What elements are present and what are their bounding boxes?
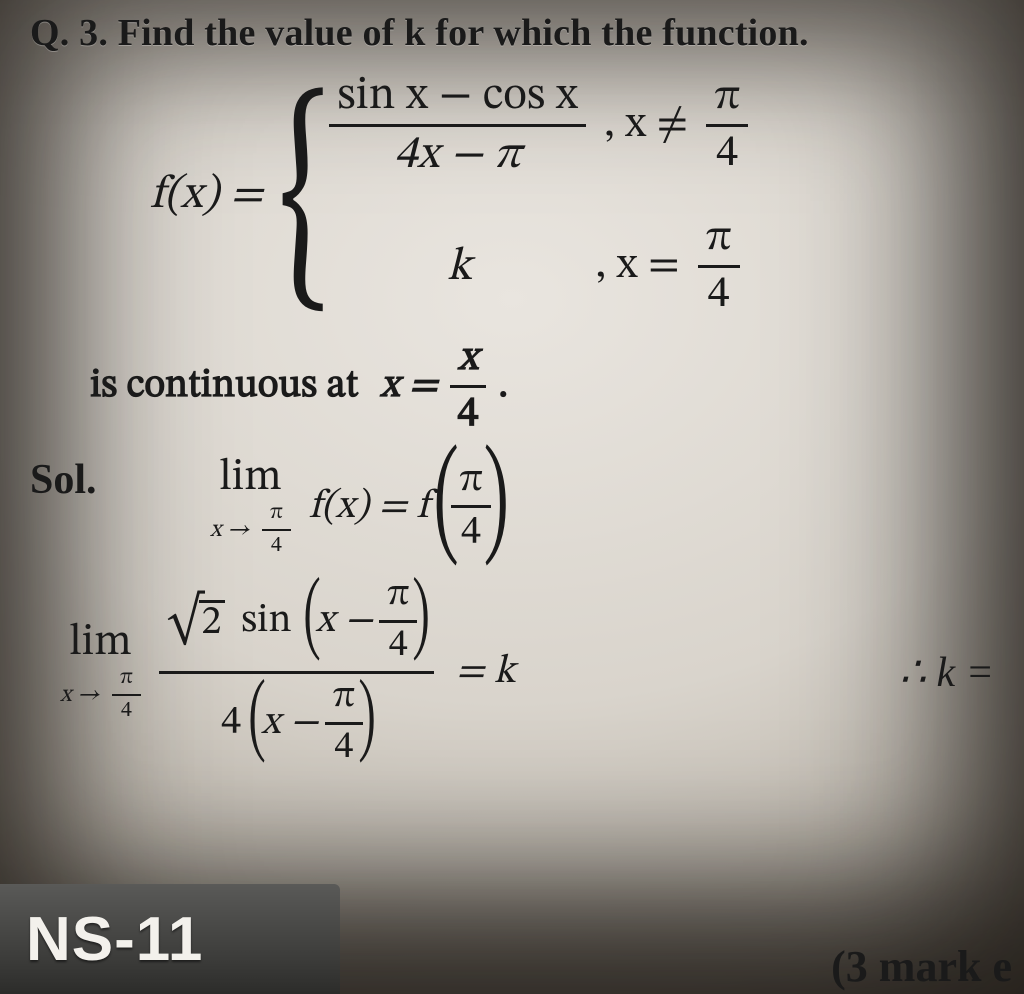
footer-strip: NS-11 [0, 884, 340, 994]
footer-label: NS-11 [26, 904, 203, 975]
question-prompt: Find the value of k for which the functi… [118, 12, 809, 54]
lparen-icon: ( [248, 689, 266, 757]
lim1-paren: ( π 4 ) [441, 458, 501, 556]
lim2-numerator: √ 2 sin ( x − π 4 ) [159, 576, 434, 667]
piece1-cond-den: 4 [708, 131, 746, 177]
piece1-numerator: sin x − cos x [329, 72, 586, 120]
piece2-cond-den: 4 [700, 272, 738, 318]
continuous-line: is continuous at x = x 4 . [30, 336, 994, 435]
rparen-icon: ) [358, 689, 376, 757]
fraction-bar [450, 385, 487, 388]
lim2-big-fraction: √ 2 sin ( x − π 4 ) [159, 576, 434, 769]
lim2-num-paren: ( x − π 4 ) [308, 576, 426, 667]
rparen-icon: ) [413, 587, 431, 655]
lim2-sub-den: 4 [113, 700, 140, 723]
lim2-sub-num: π [112, 667, 141, 690]
piece1-denominator: 4x − π [386, 131, 529, 179]
sqrt-radicand: 2 [199, 600, 225, 643]
piece-2: k , x = π 4 [329, 215, 748, 318]
solution-block: Sol. lim x → π 4 f(x) = f ( [30, 456, 994, 558]
lim2-num-arg-den: 4 [381, 627, 416, 667]
piece2-cond-num: π [698, 215, 740, 261]
piece2-cond-prefix: , x = [595, 239, 679, 294]
lim1-sub-prefix: x → [210, 518, 250, 542]
sqrt-2: √ 2 [167, 598, 225, 644]
lparen-icon: ( [303, 587, 321, 655]
fraction-bar [262, 529, 291, 531]
lim2-denominator: 4 ( x − π 4 ) [213, 678, 379, 769]
fraction-bar [112, 694, 141, 696]
lim1-sub: x → π 4 [210, 502, 291, 558]
content: Q. 3. Find the value of k for which the … [30, 10, 994, 768]
lim2-num-trig: sin [241, 600, 291, 642]
lim1-sub-den: 4 [263, 535, 290, 558]
solution-label: Sol. [30, 456, 110, 504]
lim1-sub-frac: π 4 [262, 502, 291, 558]
lim2-num-arg-x: x − [316, 600, 373, 642]
fraction-bar [329, 124, 586, 127]
rparen-icon: ) [483, 458, 509, 556]
lim2-den-paren: ( x − π 4 ) [253, 678, 371, 769]
piece2-expr: k [439, 238, 479, 296]
lparen-icon: ( [433, 458, 459, 556]
continuous-period: . [498, 361, 508, 411]
lim1-body: f(x) = f [309, 482, 429, 532]
lim2-den-arg-den: 4 [326, 729, 361, 769]
f-of-x-lhs: f(x) = [150, 166, 263, 224]
lim2-equals-k: = k [456, 647, 516, 697]
lim2-sub: x → π 4 [60, 667, 141, 723]
piece2-cond-fraction: π 4 [698, 215, 740, 318]
lim2-sub-frac: π 4 [112, 667, 141, 723]
therefore-k: ∴ k = [899, 647, 994, 697]
question-number: Q. 3. [30, 12, 108, 54]
lim2-word: lim [69, 621, 131, 665]
piecewise-column: sin x − cos x 4x − π , x ≠ π 4 k , x = [329, 72, 748, 319]
lim1-sub-num: π [262, 502, 291, 525]
piecewise-definition: f(x) = { sin x − cos x 4x − π , x ≠ π 4 [30, 72, 994, 319]
piece1-cond-fraction: π 4 [706, 74, 748, 177]
fraction-bar [706, 124, 748, 127]
piece1-cond-num: π [706, 74, 748, 120]
lim2-sub-prefix: x → [60, 683, 100, 707]
piece1-fraction: sin x − cos x 4x − π [329, 72, 586, 180]
radical-icon: √ [167, 598, 204, 644]
lim1: lim x → π 4 [210, 456, 291, 558]
fraction-bar [159, 671, 434, 674]
continuous-prefix: is continuous at [90, 361, 358, 411]
continuous-den: 4 [450, 392, 487, 436]
piece-1: sin x − cos x 4x − π , x ≠ π 4 [329, 72, 748, 180]
continuous-num: x [450, 336, 486, 380]
limit-equation-2: lim x → π 4 √ 2 [30, 576, 516, 769]
marks-text: (3 mark e [831, 941, 1012, 992]
limit-equation-1: lim x → π 4 f(x) = f ( π [210, 456, 501, 558]
lim2-den-coeff: 4 [221, 702, 241, 744]
lim1-word: lim [219, 456, 281, 500]
lim2: lim x → π 4 [60, 621, 141, 723]
piece1-cond-prefix: , x ≠ [604, 98, 688, 153]
question-line: Q. 3. Find the value of k for which the … [30, 10, 994, 58]
left-brace: { [279, 109, 330, 296]
page: Q. 3. Find the value of k for which the … [0, 0, 1024, 994]
fraction-bar [698, 265, 740, 268]
lim2-den-arg-x: x − [261, 702, 318, 744]
limit-equation-2-row: lim x → π 4 √ 2 [30, 576, 994, 769]
continuous-eq-lhs: x = [380, 361, 437, 411]
continuous-fraction: x 4 [450, 336, 487, 435]
